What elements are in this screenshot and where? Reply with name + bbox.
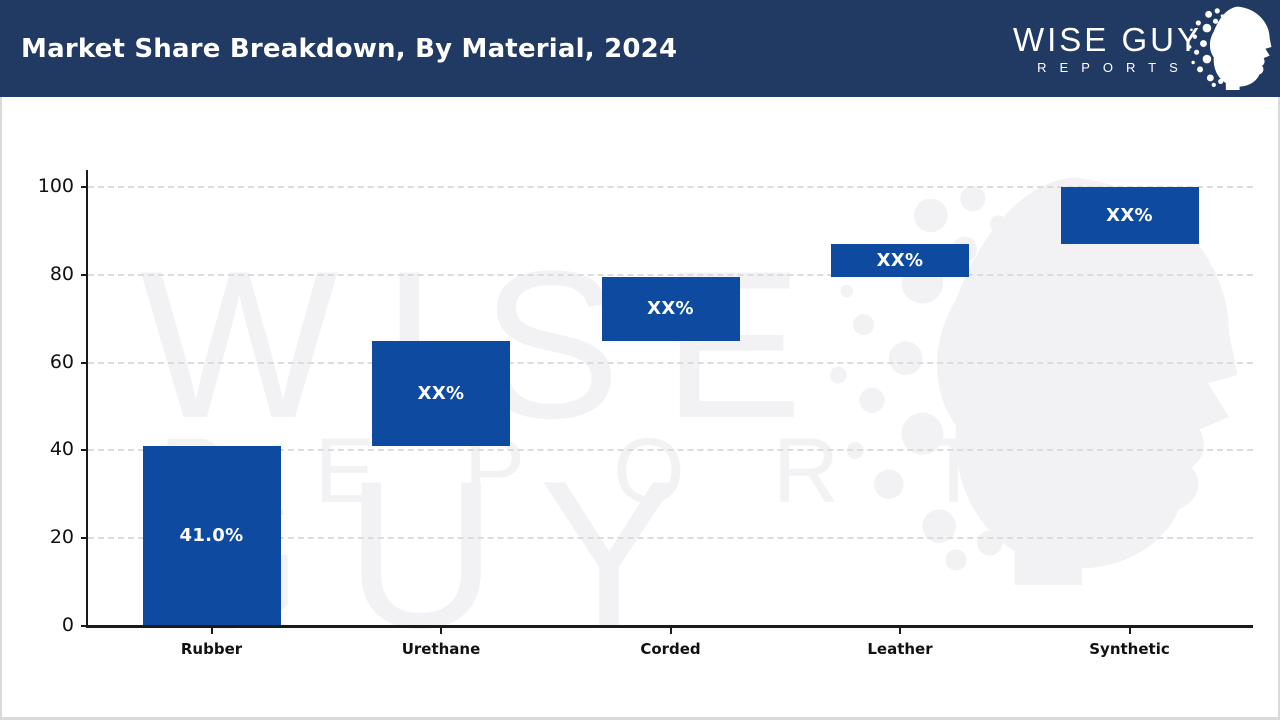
page-border-left [0, 97, 2, 720]
y-tick-80 [81, 273, 88, 276]
x-label-corded: Corded [640, 640, 701, 658]
y-tick-label-100: 100 [37, 175, 74, 197]
x-tick-synthetic [1128, 627, 1131, 634]
gridline-80 [88, 273, 1253, 276]
bar-value-label: 41.0% [179, 525, 244, 547]
y-tick-label-40: 40 [49, 438, 74, 461]
y-tick-20 [81, 537, 88, 540]
y-tick-0 [81, 625, 88, 627]
bar-corded: XX% [601, 276, 740, 341]
bar-value-label: XX% [417, 382, 465, 404]
gridline-60 [88, 361, 1253, 364]
gridline-100 [88, 186, 1253, 188]
bar-value-label: XX% [647, 298, 694, 320]
bar-rubber: 41.0% [142, 446, 281, 626]
y-axis [86, 170, 88, 628]
y-tick-label-20: 20 [49, 526, 74, 549]
y-tick-label-0: 0 [61, 614, 74, 636]
page-border-right [1278, 97, 1280, 720]
y-tick-label-80: 80 [49, 262, 74, 285]
bar-value-label: XX% [876, 250, 924, 272]
y-tick-100 [81, 186, 88, 188]
x-label-leather: Leather [867, 640, 933, 658]
wiseguy-logo-text: WISE GUY REPORTS [1013, 23, 1202, 74]
bar-leather: XX% [831, 244, 969, 277]
gridline-40 [88, 449, 1253, 452]
x-tick-rubber [210, 627, 213, 634]
bar-value-label: XX% [1106, 205, 1153, 227]
wiseguy-head-icon [1188, 4, 1274, 94]
y-tick-40 [81, 449, 88, 452]
x-label-rubber: Rubber [180, 640, 243, 658]
bar-urethane: XX% [372, 340, 510, 446]
chart-title: Market Share Breakdown, By Material, 202… [21, 33, 678, 64]
gridline-20 [88, 537, 1253, 540]
logo-reports-label: REPORTS [1037, 60, 1191, 75]
x-tick-urethane [440, 627, 442, 634]
x-tick-corded [669, 627, 672, 634]
bar-synthetic: XX% [1060, 187, 1199, 245]
wiseguy-logo: WISE GUY REPORTS [1013, 0, 1280, 97]
y-tick-60 [81, 361, 88, 364]
x-label-synthetic: Synthetic [1089, 640, 1170, 658]
x-axis [86, 625, 1253, 628]
x-label-urethane: Urethane [401, 640, 481, 658]
logo-wiseguy-label: WISE GUY [1012, 21, 1202, 58]
header-bar: Market Share Breakdown, By Material, 202… [0, 0, 1280, 97]
x-tick-leather [899, 627, 901, 634]
page-border-bottom [0, 717, 1280, 720]
y-tick-label-60: 60 [49, 350, 74, 373]
